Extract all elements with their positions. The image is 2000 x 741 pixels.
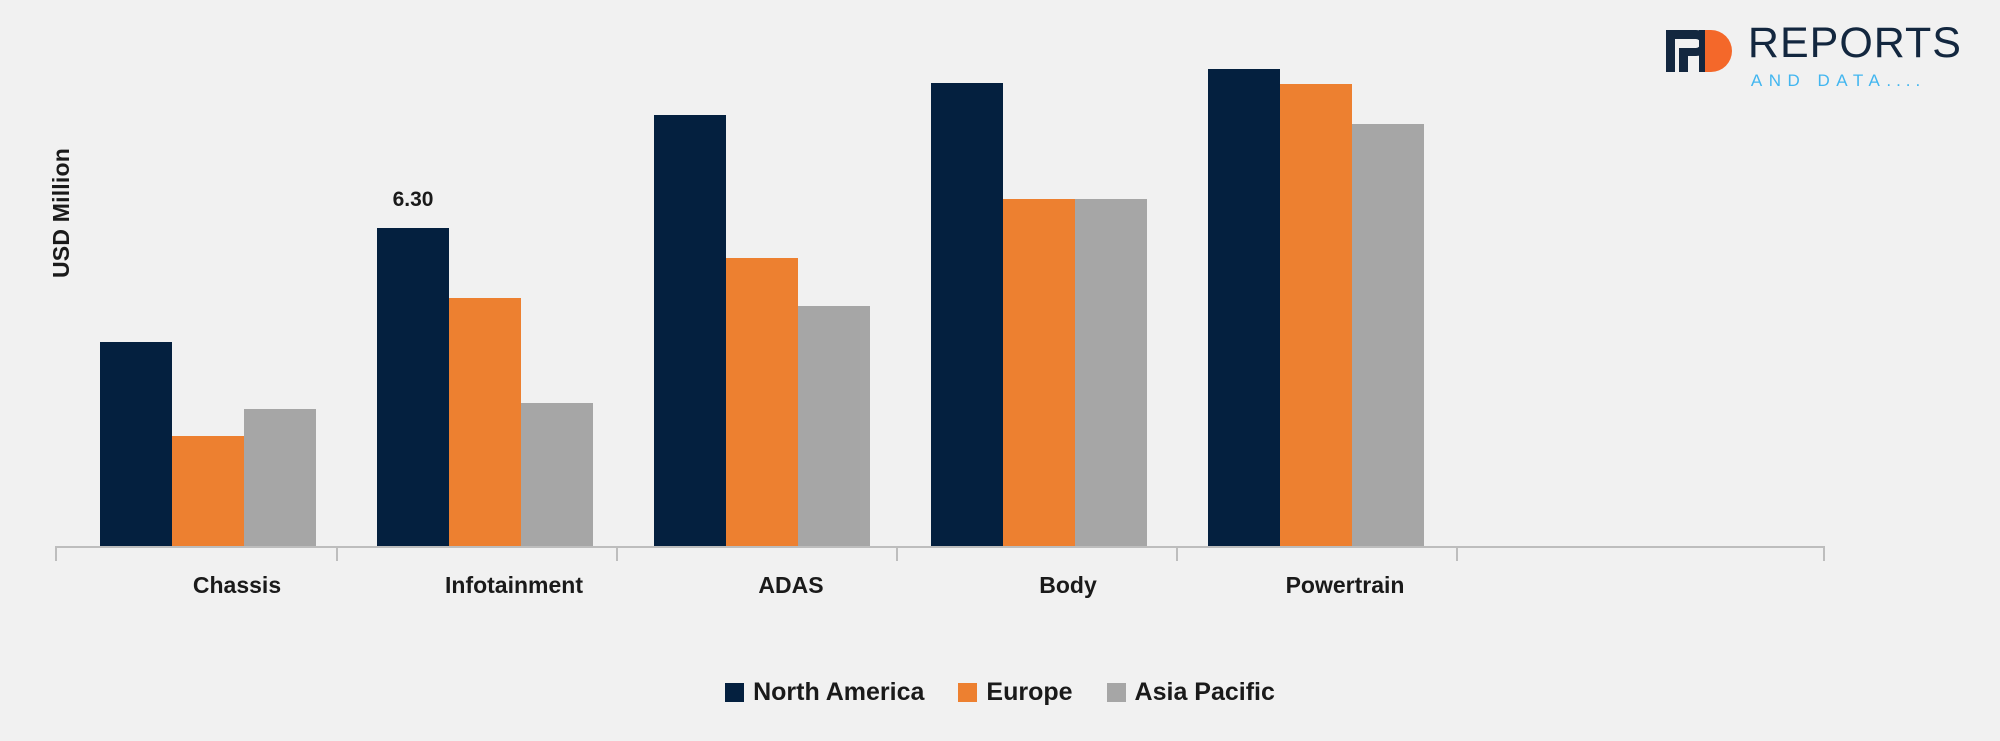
- bar-group: [1208, 30, 1424, 546]
- bar[interactable]: [1003, 199, 1075, 546]
- bar[interactable]: [1280, 84, 1352, 546]
- legend-item[interactable]: North America: [725, 678, 924, 707]
- bar[interactable]: [172, 436, 244, 546]
- legend-item[interactable]: Asia Pacific: [1106, 678, 1275, 707]
- bar[interactable]: [100, 342, 172, 546]
- bar[interactable]: [244, 409, 316, 546]
- bar[interactable]: [798, 306, 870, 546]
- x-axis-category-label: ADAS: [758, 572, 824, 598]
- legend-swatch: [725, 683, 745, 702]
- x-axis-tick: [336, 548, 338, 561]
- logo-wordmark: REPORTS AND DATA....: [1747, 19, 1962, 90]
- legend-item[interactable]: Europe: [958, 678, 1073, 707]
- x-axis-tick: [616, 548, 618, 561]
- bar[interactable]: [654, 115, 726, 546]
- bar[interactable]: [726, 258, 798, 546]
- logo-primary-text: REPORTS: [1747, 19, 1962, 67]
- brand-logo: REPORTS AND DATA....: [1662, 22, 1962, 89]
- x-axis-category-label: Chassis: [192, 572, 282, 598]
- bar[interactable]: [449, 298, 521, 546]
- bar[interactable]: [1352, 124, 1424, 546]
- bar-group: [100, 30, 316, 546]
- plot-area: 6.30: [55, 30, 1825, 561]
- x-axis-tick: [55, 548, 57, 561]
- x-axis-category-label: Infotainment: [445, 572, 583, 598]
- bar[interactable]: [521, 403, 593, 546]
- logo-secondary-text: AND DATA....: [1750, 71, 1926, 90]
- legend-label: Europe: [986, 678, 1073, 706]
- x-axis-category-label: Body: [1039, 572, 1097, 598]
- bar[interactable]: [931, 83, 1003, 546]
- x-axis-line: [55, 546, 1825, 548]
- legend-label: North America: [753, 678, 925, 706]
- legend-swatch: [958, 683, 978, 702]
- x-axis-tick: [1456, 548, 1458, 561]
- bar[interactable]: [1075, 199, 1147, 546]
- bar-group: [931, 30, 1147, 546]
- rd-monogram-icon: [1665, 30, 1732, 72]
- logo-dots: ....: [1886, 71, 1926, 90]
- chart-legend: North America Europe Asia Pacific: [0, 678, 2000, 707]
- bar-group: [654, 30, 870, 546]
- x-axis-tick: [1823, 548, 1825, 561]
- legend-swatch: [1106, 683, 1126, 702]
- x-axis-category-label: Powertrain: [1285, 572, 1405, 598]
- bar-group: 6.30: [377, 30, 593, 546]
- bar-value-label: 6.30: [392, 188, 434, 211]
- x-axis-tick: [896, 548, 898, 561]
- bar[interactable]: [1208, 69, 1280, 546]
- legend-label: Asia Pacific: [1134, 678, 1275, 706]
- x-axis-tick: [1176, 548, 1178, 561]
- bar[interactable]: 6.30: [377, 188, 449, 546]
